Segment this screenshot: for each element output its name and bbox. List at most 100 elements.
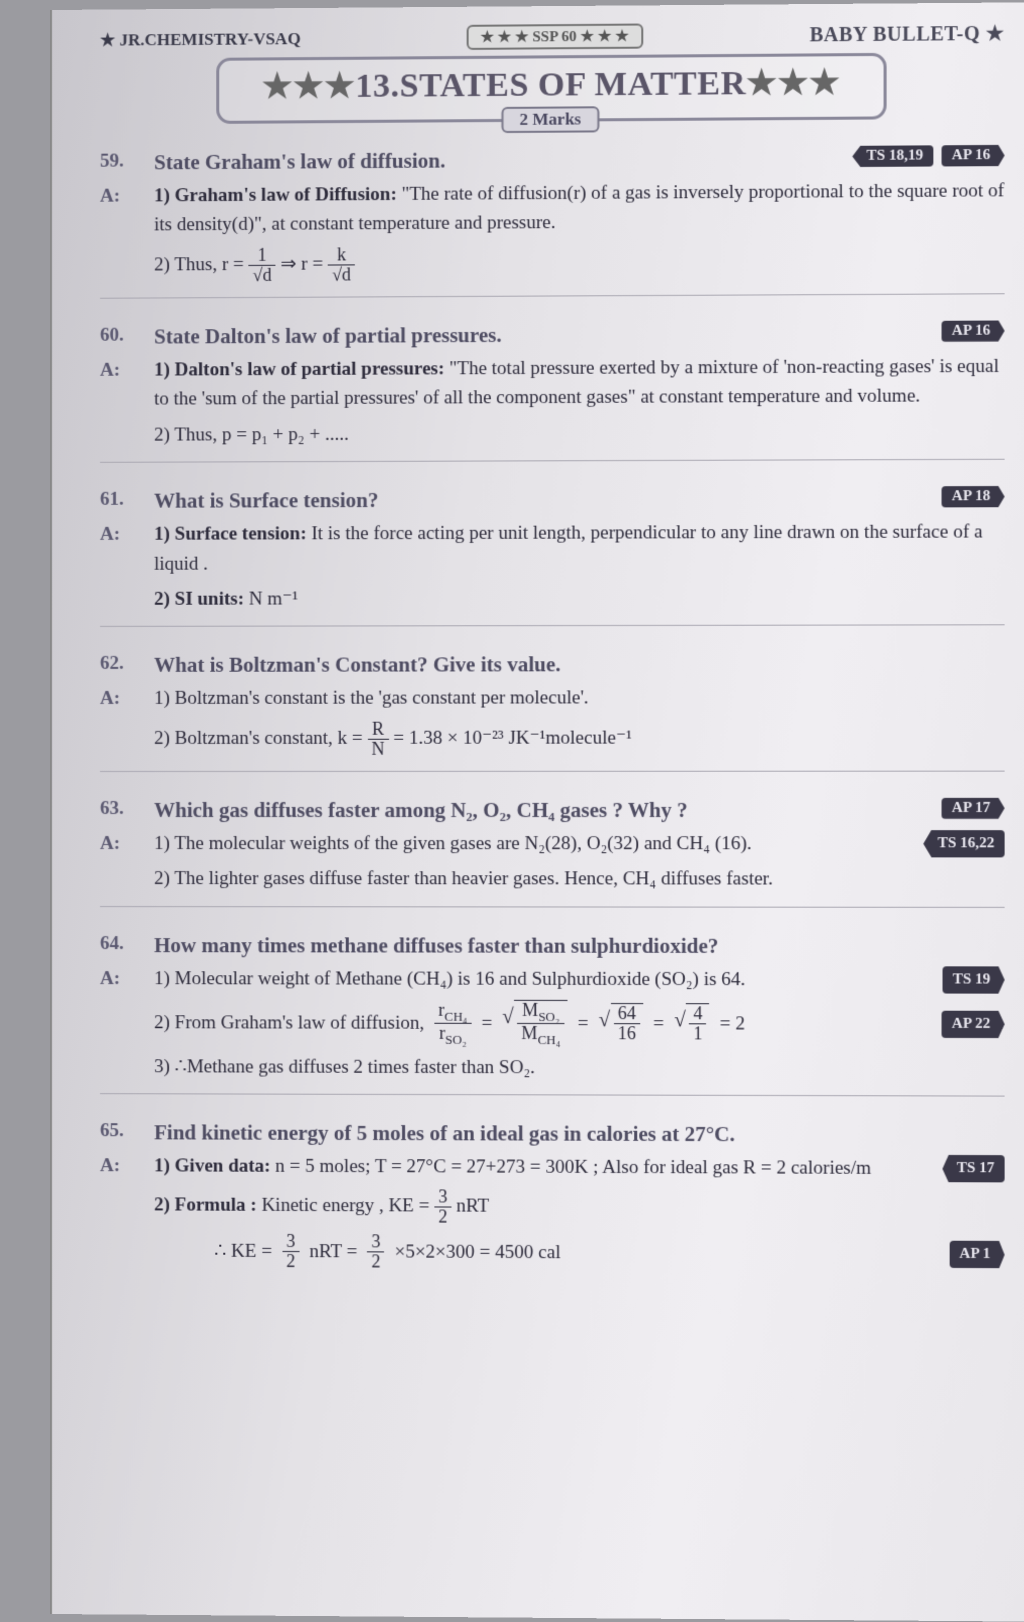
marks-badge: 2 Marks — [501, 106, 599, 133]
numerator: 64 — [614, 1004, 640, 1024]
question-65: 65. Find kinetic energy of 5 moles of an… — [100, 1120, 1005, 1286]
exam-tag: TS 17 — [942, 1155, 1004, 1183]
equals: = — [578, 1009, 589, 1039]
answer-point-1: 1) Graham's law of Diffusion: "The rate … — [154, 176, 1005, 240]
denominator: 2 — [434, 1208, 451, 1227]
answer: A: 1) Graham's law of Diffusion: "The ra… — [154, 176, 1005, 285]
q-num: 63. — [100, 798, 140, 820]
term: 1) Given data: — [154, 1155, 270, 1176]
answer-point-2: 2) Boltzman's constant, k = RN = 1.38 × … — [154, 719, 1005, 759]
q-text: What is Surface tension? — [154, 486, 927, 513]
q-text: State Dalton's law of partial pressures. — [154, 321, 927, 350]
question-62: 62. What is Boltzman's Constant? Give it… — [100, 652, 1005, 772]
q-num: 64. — [100, 933, 140, 955]
exam-tag: AP 17 — [942, 798, 1005, 819]
answer-point-1: 1) Boltzman's constant is the 'gas const… — [154, 683, 1005, 714]
formula-text: Kinetic energy , KE = — [257, 1195, 435, 1217]
question-64: 64. How many times methane diffuses fast… — [100, 933, 1005, 1097]
point-text: 1) The molecular weights of the given ga… — [154, 829, 913, 859]
answer-point-2: 2) From Graham's law of diffusion, rCH₄r… — [154, 999, 1005, 1047]
sqrt-icon: MSO₂MCH₄ — [502, 1000, 567, 1047]
stars-left: ★★★ — [262, 68, 355, 106]
fraction: 41 — [689, 1004, 706, 1043]
sqrt-icon: 6416 — [599, 1003, 644, 1043]
answer: A: 1) The molecular weights of the given… — [154, 829, 1005, 895]
exam-tag: AP 18 — [942, 486, 1005, 507]
answer-label: A: — [100, 1151, 140, 1181]
numerator: R — [367, 720, 388, 740]
fraction: 32 — [434, 1188, 451, 1227]
numerator: 3 — [434, 1188, 451, 1208]
denominator: √d — [328, 265, 355, 284]
answer-label: A: — [100, 181, 140, 211]
exam-tag: AP 1 — [949, 1241, 1004, 1269]
numerator: 3 — [282, 1232, 299, 1252]
point-text: 1) Given data: n = 5 moles; T = 27°C = 2… — [154, 1151, 932, 1183]
star-icon: ★ — [100, 30, 115, 49]
value: N m⁻¹ — [244, 588, 298, 609]
formula-lead: 2) Boltzman's constant, k = — [154, 727, 367, 748]
stars-right: ★★★ — [746, 64, 840, 102]
chapter-num: 13. — [355, 67, 399, 104]
answer-point-2: 2) The lighter gases diffuse faster than… — [154, 864, 1005, 894]
numerator: 3 — [367, 1233, 384, 1253]
fraction: 32 — [367, 1233, 384, 1272]
answer-point-1: 1) Surface tension: It is the force acti… — [154, 517, 1005, 578]
formula-lead: 2) Thus, r = — [154, 254, 249, 276]
q-text: State Graham's law of diffusion. — [154, 146, 838, 175]
formula-tail: nRT — [456, 1196, 489, 1217]
subject-label: ★ JR.CHEMISTRY-VSAQ — [100, 29, 301, 51]
fraction: rCH₄rSO₂ — [434, 1000, 471, 1046]
point-text: 1) Molecular weight of Methane (CH₄) is … — [154, 964, 932, 995]
answer-point-2: 2) SI units: N m⁻¹ — [154, 583, 1005, 614]
answer-point-1: 1) Given data: n = 5 moles; T = 27°C = 2… — [154, 1151, 1005, 1184]
sqrt-icon: 41 — [674, 1003, 709, 1043]
q-text: Find kinetic energy of 5 moles of an ide… — [154, 1120, 1005, 1148]
chapter-name: STATES OF MATTER — [400, 65, 746, 105]
denominator: 1 — [689, 1025, 706, 1044]
answer: A: 1) Boltzman's constant is the 'gas co… — [154, 683, 1005, 758]
formula-tail: ×5×2×300 = 4500 cal — [395, 1237, 561, 1267]
q-num: 62. — [100, 653, 140, 675]
brand-label: BABY BULLET-Q ★ — [810, 21, 1005, 48]
formula-mid: nRT = — [309, 1237, 357, 1267]
q-text: Which gas diffuses faster among N₂, O₂, … — [154, 798, 927, 823]
formula-lead: 2) From Graham's law of diffusion, — [154, 1008, 424, 1038]
numerator: 1 — [249, 246, 276, 266]
answer: A: 1) Surface tension: It is the force a… — [154, 517, 1005, 614]
answer-point-3: ∴ KE = 32 nRT = 32 ×5×2×300 = 4500 cal A… — [214, 1232, 1004, 1274]
question-60: 60. State Dalton's law of partial pressu… — [100, 320, 1005, 463]
numerator: rCH₄ — [434, 1000, 471, 1023]
question-59: 59. State Graham's law of diffusion. TS … — [100, 145, 1005, 299]
term: 1) Dalton's law of partial pressures: — [154, 358, 444, 380]
term: 1) Graham's law of Diffusion: — [154, 184, 397, 206]
q-num: 61. — [100, 489, 140, 511]
tag-row: TS 18,19 AP 16 — [852, 145, 1004, 167]
denominator: N — [367, 740, 388, 759]
denominator: √d — [249, 266, 276, 285]
chapter-title-box: ★★★13.STATES OF MATTER★★★ 2 Marks — [217, 53, 886, 124]
fraction: RN — [367, 720, 388, 759]
denominator: rSO₂ — [434, 1024, 471, 1046]
exam-tag: AP 16 — [942, 320, 1005, 341]
equals: = — [481, 1008, 492, 1038]
fraction: k√d — [328, 245, 355, 284]
q-num: 59. — [100, 150, 140, 172]
fraction: 6416 — [614, 1004, 640, 1043]
formula-mid: ⇒ r = — [280, 253, 327, 274]
term: 2) SI units: — [154, 589, 244, 610]
answer-point-2: 2) Thus, p = p₁ + p₂ + ..... — [154, 417, 1005, 450]
top-header: ★ JR.CHEMISTRY-VSAQ ★ ★ ★ SSP 60 ★ ★ ★ B… — [100, 21, 1005, 53]
numerator: 4 — [689, 1004, 706, 1024]
result: = 2 — [720, 1009, 745, 1039]
numerator: k — [328, 245, 355, 265]
page: ★ JR.CHEMISTRY-VSAQ ★ ★ ★ SSP 60 ★ ★ ★ B… — [50, 2, 1024, 1621]
exam-tag: TS 18,19 — [852, 145, 933, 167]
numerator: MSO₂ — [517, 1001, 564, 1024]
term: 2) Formula : — [154, 1195, 257, 1216]
equals: = — [653, 1009, 664, 1039]
exam-tag: TS 16,22 — [923, 830, 1004, 858]
answer: A: 1) Given data: n = 5 moles; T = 27°C … — [154, 1151, 1005, 1274]
fraction: 1√d — [249, 246, 276, 285]
ssp-badge: ★ ★ ★ SSP 60 ★ ★ ★ — [466, 23, 643, 49]
